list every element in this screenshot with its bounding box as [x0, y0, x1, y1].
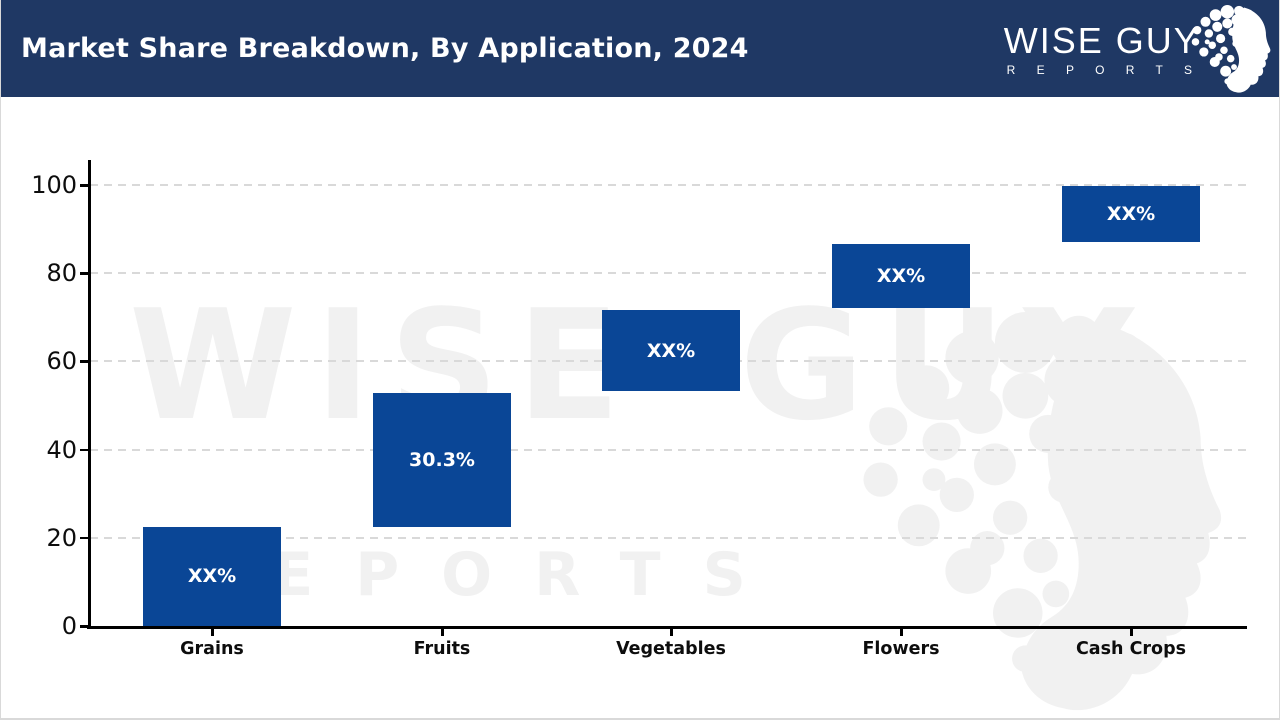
y-tick-label-60: 60 — [46, 347, 77, 376]
x-tick-label-fruits: Fruits — [413, 639, 471, 659]
y-tick-label-100: 100 — [31, 171, 77, 199]
bar-label-fruits: 30.3% — [409, 448, 475, 471]
bar-fruits — [373, 393, 511, 527]
x-tick-label-cash-crops: Cash Crops — [1075, 639, 1187, 659]
bar-label-flowers: XX% — [876, 265, 926, 288]
bar-cash-crops — [1062, 185, 1200, 242]
x-tick-label-grains: Grains — [180, 639, 244, 659]
x-tick-grains — [211, 629, 214, 636]
x-tick-cash-crops — [1130, 629, 1133, 636]
x-tick-vegetables — [670, 629, 673, 636]
gridline-100 — [90, 184, 1247, 186]
y-tick-80 — [80, 272, 88, 275]
x-tick-fruits — [441, 629, 444, 636]
x-tick-label-vegetables: Vegetables — [616, 639, 726, 659]
gridline-40 — [90, 448, 1247, 451]
y-tick-100 — [80, 184, 88, 187]
logo-text: WISE GUY R E P O R T S — [1003, 19, 1201, 77]
logo-head-icon — [1191, 5, 1271, 93]
page-title: Market Share Breakdown, By Application, … — [21, 33, 749, 64]
bar-vegetables — [602, 309, 740, 392]
y-axis-line — [88, 160, 91, 628]
x-axis-line — [87, 626, 1247, 629]
header-band: Market Share Breakdown, By Application, … — [1, 0, 1279, 97]
y-tick-20 — [80, 536, 88, 540]
y-tick-40 — [80, 448, 88, 452]
y-tick-label-20: 20 — [46, 523, 77, 552]
wise-guy-reports-logo: WISE GUY R E P O R T S — [1003, 4, 1271, 94]
y-tick-label-40: 40 — [46, 435, 77, 464]
bar-flowers — [832, 244, 970, 309]
y-tick-label-0: 0 — [61, 612, 77, 640]
gridline-80 — [90, 272, 1247, 275]
y-tick-0 — [80, 625, 88, 628]
bar-label-grains: XX% — [187, 565, 237, 588]
logo-subtitle: R E P O R T S — [1006, 62, 1201, 77]
y-tick-label-80: 80 — [46, 259, 77, 288]
bar-label-vegetables: XX% — [646, 339, 696, 362]
x-tick-flowers — [900, 629, 903, 636]
x-tick-label-flowers: Flowers — [862, 639, 940, 659]
bar-grains — [143, 526, 281, 626]
gridline-20 — [90, 536, 1247, 539]
y-tick-60 — [80, 360, 88, 363]
logo-wordmark: WISE GUY — [1003, 19, 1200, 61]
bar-label-cash-crops: XX% — [1106, 202, 1156, 225]
